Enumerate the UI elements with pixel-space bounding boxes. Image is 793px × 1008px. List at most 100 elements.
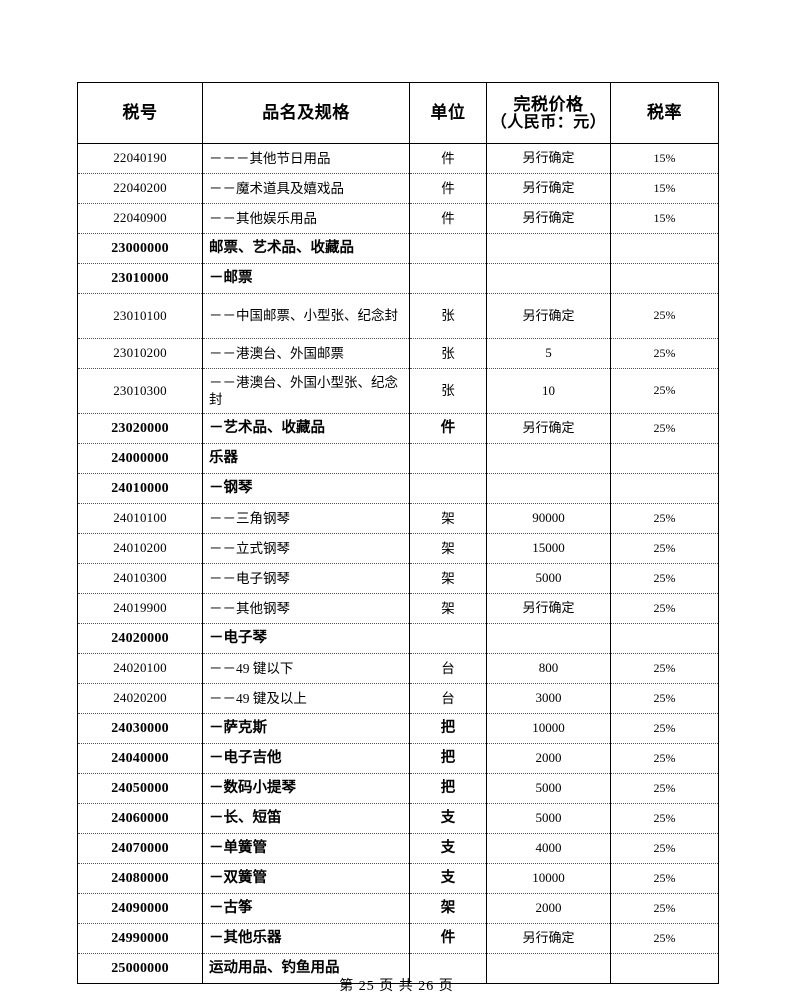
cell-item-name-text: －－港澳台、外国邮票 [209,345,344,361]
cell-tax-code: 23020000 [77,413,203,444]
cell-duty-paid-price-text: 10000 [532,870,565,886]
cell-item-name: 运动用品、钓鱼用品 [202,953,410,984]
table-row: 24019900 －－其他钢琴 架 另行确定 25% [77,593,719,624]
cell-duty-paid-price: 90000 [486,503,611,534]
cell-tax-code-text: 23000000 [111,240,169,256]
table-row: 23010200 －－港澳台、外国邮票 张 5 25% [77,338,719,369]
cell-item-name-text: －艺术品、收藏品 [209,420,325,437]
cell-tax-code: 23000000 [77,233,203,264]
cell-item-name-text: －邮票 [209,270,253,287]
cell-duty-paid-price-text: 5000 [535,810,562,826]
cell-duty-paid-price-text: 2000 [535,750,562,766]
cell-tax-code: 24010100 [77,503,203,534]
cell-tax-code: 24030000 [77,713,203,744]
cell-unit-text: 件 [440,420,456,437]
cell-duty-paid-price-text: 另行确定 [522,180,575,196]
cell-item-name-text: －－49 键及以上 [209,690,307,706]
cell-item-name: －萨克斯 [202,713,410,744]
cell-duty-paid-price: 2000 [486,743,611,774]
cell-tax-code-text: 23010300 [113,382,167,398]
cell-tax-code-text: 22040900 [113,210,167,226]
cell-tax-rate-text: 25% [653,420,676,435]
cell-unit-text: 架 [441,510,455,526]
cell-unit: 张 [409,293,487,339]
cell-duty-paid-price: 另行确定 [486,923,611,954]
cell-item-name-text: －－－其他节日用品 [209,150,331,166]
cell-unit-text: 台 [441,690,455,706]
cell-duty-paid-price-text: 10000 [532,720,565,736]
cell-item-name: －－港澳台、外国邮票 [202,338,410,369]
cell-tax-rate-text: 25% [653,540,676,555]
cell-item-name-text: －－立式钢琴 [209,540,290,556]
table-row: 25000000 运动用品、钓鱼用品 [77,953,719,984]
cell-tax-rate-text: 25% [653,345,676,360]
table-row: 24000000 乐器 [77,443,719,474]
cell-tax-code-text: 24010300 [113,570,167,586]
column-header-tax-code: 税号 [77,82,203,144]
cell-duty-paid-price-text: 15000 [532,540,565,556]
cell-unit: 架 [409,893,487,924]
column-header-tax-code-label: 税号 [122,103,158,123]
cell-unit: 把 [409,773,487,804]
cell-tax-code: 24020000 [77,623,203,654]
cell-duty-paid-price: 10 [486,368,611,414]
table-row: 24070000 －单簧管 支 4000 25% [77,833,719,864]
cell-tax-code-text: 24050000 [111,780,169,796]
cell-item-name: －其他乐器 [202,923,410,954]
cell-unit-text: 件 [441,150,455,166]
cell-tax-code-text: 22040190 [113,150,167,166]
cell-unit: 架 [409,563,487,594]
table-row: 24010100 －－三角钢琴 架 90000 25% [77,503,719,534]
cell-duty-paid-price: 另行确定 [486,203,611,234]
cell-unit-text: 支 [440,870,456,887]
cell-tax-code-text: 24020200 [113,690,167,706]
cell-item-name: －数码小提琴 [202,773,410,804]
cell-tax-code-text: 24000000 [111,450,169,466]
cell-unit: 件 [409,413,487,444]
cell-duty-paid-price: 4000 [486,833,611,864]
column-header-duty-paid-price-label: 完税价格 [513,94,584,114]
cell-tax-rate: 25% [610,593,719,624]
cell-item-name: 邮票、艺术品、收藏品 [202,233,410,264]
cell-item-name: －－49 键以下 [202,653,410,684]
cell-tax-code-text: 23010200 [113,345,167,361]
cell-unit: 支 [409,803,487,834]
cell-tax-rate: 25% [610,683,719,714]
cell-duty-paid-price [486,263,611,294]
cell-item-name: －－电子钢琴 [202,563,410,594]
cell-tax-code-text: 24060000 [111,810,169,826]
cell-unit [409,623,487,654]
cell-item-name-text: 邮票、艺术品、收藏品 [209,240,354,257]
cell-unit: 架 [409,593,487,624]
cell-tax-code-text: 24090000 [111,900,169,916]
cell-unit-text: 把 [440,720,456,737]
cell-tax-code-text: 24070000 [111,840,169,856]
cell-tax-rate-text: 25% [653,600,676,615]
table-row: 24040000 －电子吉他 把 2000 25% [77,743,719,774]
cell-tax-rate: 25% [610,743,719,774]
cell-tax-code: 23010100 [77,293,203,339]
table-header: 税号 品名及规格 单位 完税价格 （人民币：元） 税率 [77,82,719,144]
cell-item-name-text: －－49 键以下 [209,660,294,676]
cell-duty-paid-price: 5 [486,338,611,369]
cell-item-name-text: －其他乐器 [209,930,282,947]
cell-tax-rate: 15% [610,173,719,204]
cell-tax-code: 24060000 [77,803,203,834]
cell-tax-rate: 25% [610,503,719,534]
cell-tax-rate [610,263,719,294]
cell-duty-paid-price [486,623,611,654]
table-row: 24060000 －长、短笛 支 5000 25% [77,803,719,834]
cell-duty-paid-price-text: 800 [538,660,559,676]
cell-item-name: －邮票 [202,263,410,294]
cell-duty-paid-price-text: 10 [542,382,555,398]
cell-tax-rate: 25% [610,713,719,744]
cell-unit: 把 [409,713,487,744]
cell-tax-rate-text: 25% [653,900,676,915]
cell-item-name: －－其他钢琴 [202,593,410,624]
cell-item-name-text: －数码小提琴 [209,780,296,797]
cell-duty-paid-price: 800 [486,653,611,684]
cell-duty-paid-price: 另行确定 [486,173,611,204]
cell-tax-rate: 25% [610,563,719,594]
cell-item-name-text: －－魔术道具及嬉戏品 [209,180,344,196]
table-row: 23010100 －－中国邮票、小型张、纪念封 张 另行确定 25% [77,293,719,339]
